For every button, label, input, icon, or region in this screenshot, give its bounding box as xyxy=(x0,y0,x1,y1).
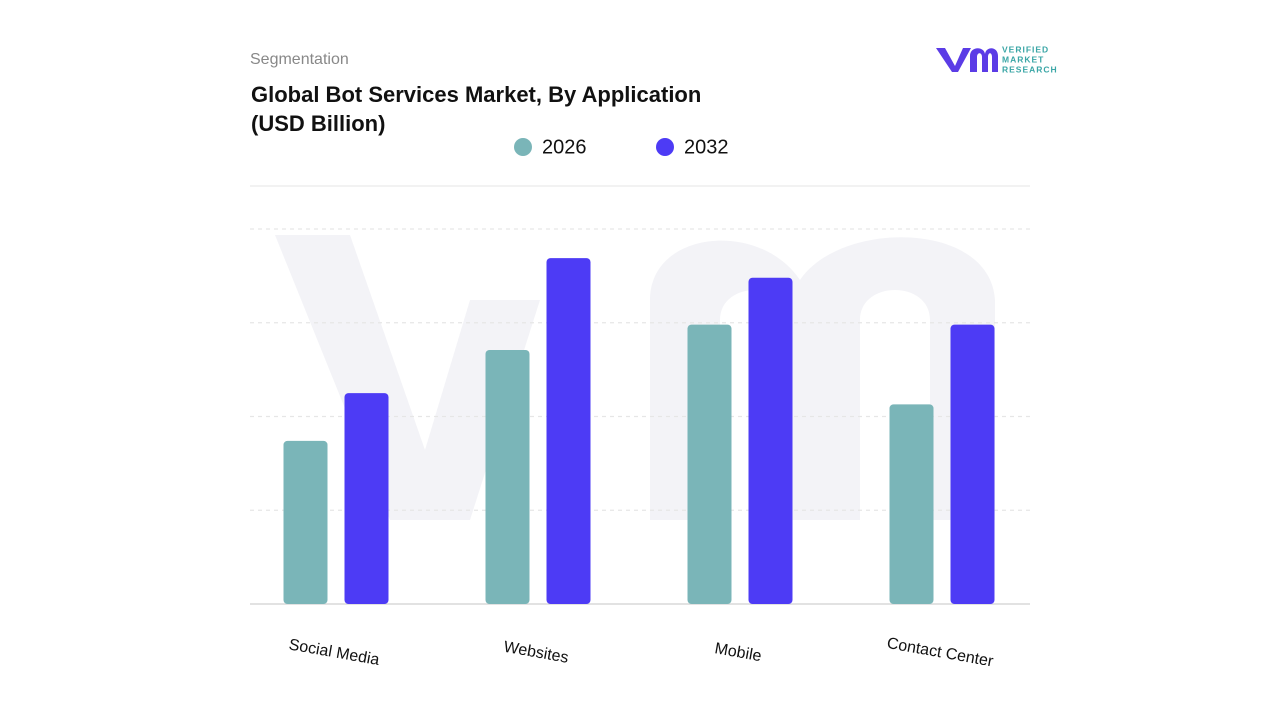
bar xyxy=(748,277,793,604)
logo: VERIFIED MARKET RESEARCH xyxy=(936,44,1058,74)
legend-swatch xyxy=(656,138,674,156)
chart-title: Global Bot Services Market, By Applicati… xyxy=(251,82,701,107)
x-tick-label: Mobile xyxy=(713,640,762,665)
legend-label: 2032 xyxy=(684,136,729,158)
bar xyxy=(546,258,591,604)
x-tick-label: Contact Center xyxy=(886,635,996,671)
section-label: Segmentation xyxy=(250,51,349,68)
watermark xyxy=(275,235,995,520)
bar xyxy=(344,393,389,604)
logo-text: RESEARCH xyxy=(1002,64,1058,74)
bar xyxy=(485,349,530,604)
x-tick-label: Social Media xyxy=(287,636,380,669)
x-tick-label: Websites xyxy=(502,639,569,667)
legend-swatch xyxy=(514,138,532,156)
bar xyxy=(889,404,934,604)
bar xyxy=(283,440,328,604)
bar xyxy=(687,324,732,604)
logo-text: MARKET xyxy=(1002,54,1044,64)
legend-label: 2026 xyxy=(542,136,587,158)
bar xyxy=(950,324,995,604)
chart-title: (USD Billion) xyxy=(251,111,385,136)
logo-text: VERIFIED xyxy=(1002,44,1049,54)
